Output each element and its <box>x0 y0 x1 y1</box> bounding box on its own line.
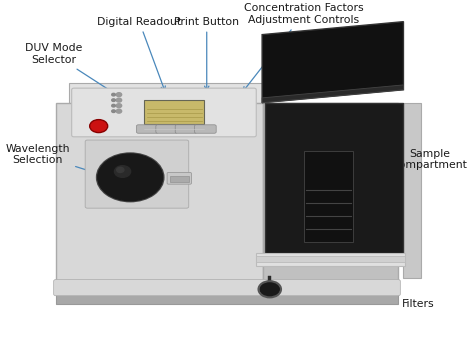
Bar <box>303 151 353 242</box>
Text: Print Button: Print Button <box>174 17 239 90</box>
Circle shape <box>116 109 122 113</box>
Bar <box>170 176 189 182</box>
Circle shape <box>91 120 107 132</box>
Bar <box>144 99 204 124</box>
Text: Concentration Factors
Adjustment Controls: Concentration Factors Adjustment Control… <box>243 3 364 91</box>
FancyBboxPatch shape <box>54 279 401 296</box>
Polygon shape <box>262 85 403 103</box>
Circle shape <box>98 154 163 201</box>
Circle shape <box>112 110 115 113</box>
Circle shape <box>116 104 122 108</box>
Circle shape <box>117 167 124 173</box>
Circle shape <box>112 99 115 101</box>
FancyBboxPatch shape <box>175 125 197 133</box>
FancyBboxPatch shape <box>72 88 256 137</box>
Bar <box>402 103 420 278</box>
Text: Sample
Compartment: Sample Compartment <box>357 149 467 186</box>
Polygon shape <box>262 22 403 103</box>
Circle shape <box>116 93 122 97</box>
Bar <box>265 103 402 258</box>
Circle shape <box>112 93 115 96</box>
FancyBboxPatch shape <box>137 125 158 133</box>
Circle shape <box>112 104 115 107</box>
Circle shape <box>260 282 280 297</box>
Text: Digital Readout: Digital Readout <box>97 17 181 91</box>
Text: Wavelength
Selection: Wavelength Selection <box>6 144 106 177</box>
FancyBboxPatch shape <box>85 140 189 208</box>
Circle shape <box>114 166 131 177</box>
Polygon shape <box>69 83 263 103</box>
Bar <box>56 284 398 304</box>
Bar <box>263 103 398 291</box>
Bar <box>268 276 271 284</box>
Circle shape <box>116 98 122 102</box>
FancyBboxPatch shape <box>156 125 177 133</box>
FancyBboxPatch shape <box>194 125 216 133</box>
Text: Filters: Filters <box>281 291 435 309</box>
Bar <box>56 103 263 291</box>
Text: DUV Mode
Selector: DUV Mode Selector <box>25 43 116 94</box>
FancyBboxPatch shape <box>167 173 191 184</box>
Bar <box>256 253 405 266</box>
Bar <box>256 256 405 262</box>
